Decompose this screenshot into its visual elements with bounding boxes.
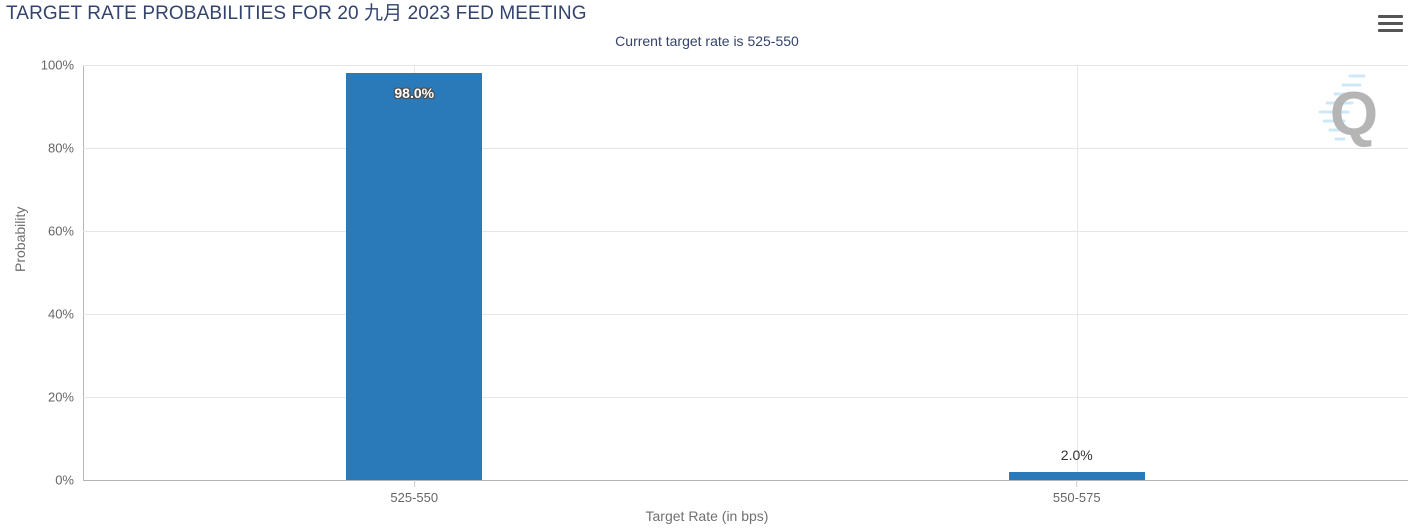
y-axis-tick-label: 60% (47, 223, 74, 239)
menu-bar-2 (1378, 21, 1403, 25)
chart-subtitle: Current target rate is 525-550 (615, 33, 799, 49)
plot-area: 0% 20% 40% 60% 80% 100% 98.0% 525-550 2.0% 550-57… (41, 58, 1408, 505)
x-tick-mark (1076, 480, 1078, 487)
bar-550-575[interactable]: 2.0% (1008, 447, 1145, 480)
y-axis-line (83, 65, 84, 480)
x-axis-tick-label: 550-575 (1052, 490, 1101, 505)
y-axis-tick-label: 100% (40, 57, 74, 73)
y-axis-tick-label: 20% (47, 389, 74, 405)
menu-bar-3 (1378, 28, 1403, 32)
x-axis-tick-label: 525-550 (390, 490, 439, 505)
y-axis-tick-label: 0% (55, 472, 74, 488)
y-gridline: 60% (48, 224, 1408, 239)
hamburger-menu-icon[interactable] (1378, 10, 1406, 36)
y-gridline: 0% (55, 473, 1408, 488)
y-gridline: 20% (48, 390, 1408, 405)
y-gridline: 40% (48, 307, 1408, 322)
x-gridline (1076, 65, 1078, 480)
bar-value-label: 98.0% (394, 85, 435, 102)
y-axis-title: Probability (12, 206, 28, 272)
x-tick-mark (413, 480, 415, 487)
x-axis-title: Target Rate (in bps) (645, 508, 769, 524)
x-axis-tick: 525-550 (390, 480, 438, 505)
y-axis-tick-label: 40% (47, 306, 74, 322)
y-gridline: 80% (48, 141, 1408, 156)
page-title: TARGET RATE PROBABILITIES FOR 20 九月 2023… (6, 3, 587, 24)
bar-525-550[interactable]: 98.0% (346, 73, 483, 480)
y-axis-tick-label: 80% (47, 140, 74, 156)
menu-bar-1 (1378, 14, 1403, 18)
y-gridline: 100% (41, 58, 1408, 73)
x-axis-tick: 550-575 (1053, 480, 1101, 505)
